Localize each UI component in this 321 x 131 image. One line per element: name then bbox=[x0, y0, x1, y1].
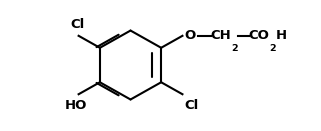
Text: Cl: Cl bbox=[70, 18, 84, 31]
Text: CH: CH bbox=[211, 29, 231, 42]
Text: 2: 2 bbox=[269, 44, 276, 53]
Text: O: O bbox=[184, 29, 195, 42]
Text: HO: HO bbox=[64, 99, 87, 112]
Text: H: H bbox=[276, 29, 287, 42]
Text: Cl: Cl bbox=[184, 99, 198, 112]
Text: CO: CO bbox=[249, 29, 270, 42]
Text: 2: 2 bbox=[231, 44, 238, 53]
